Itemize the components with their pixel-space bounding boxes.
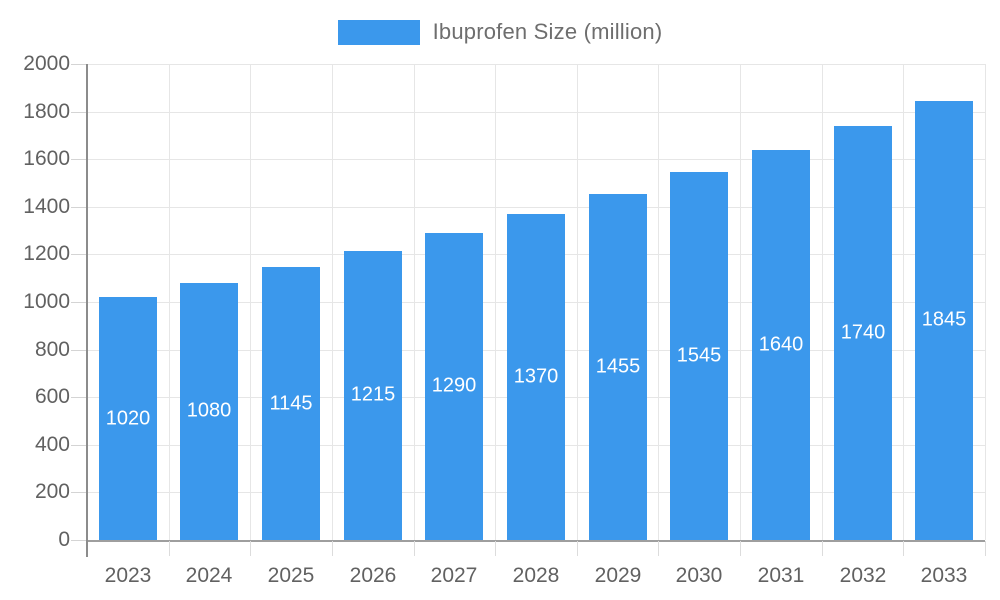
bar-value-label: 1740 (840, 321, 886, 344)
x-axis-category-label: 2026 (349, 564, 397, 587)
x-axis-category-label: 2023 (104, 564, 152, 587)
y-gridline (87, 159, 985, 160)
y-axis-tick-label: 1200 (23, 242, 70, 265)
bar-value-label: 1370 (513, 365, 559, 388)
y-axis-tick (71, 302, 87, 303)
y-axis-tick-label: 200 (34, 480, 70, 503)
chart-legend: Ibuprofen Size (million) (0, 19, 1000, 45)
legend-series-label: Ibuprofen Size (million) (432, 19, 663, 44)
bar-value-label: 1215 (350, 383, 396, 406)
y-axis-line (86, 64, 88, 557)
x-axis-tick (658, 541, 659, 556)
x-axis-tick (332, 541, 333, 556)
y-axis-tick-label: 1000 (23, 290, 70, 313)
y-axis-tick (71, 492, 87, 493)
y-axis-tick-label: 0 (58, 528, 70, 551)
bar-value-label: 1640 (758, 333, 804, 356)
x-axis-baseline (87, 540, 985, 542)
y-axis-tick-label: 400 (34, 433, 70, 456)
bar[interactable] (915, 101, 973, 540)
x-axis-tick (414, 541, 415, 556)
x-gridline (169, 64, 170, 540)
y-axis-tick (71, 540, 87, 541)
x-gridline (822, 64, 823, 540)
bar-value-label: 1080 (186, 399, 232, 422)
bar[interactable] (752, 150, 810, 540)
bar-value-label: 1020 (105, 407, 151, 430)
x-gridline (985, 64, 986, 540)
y-axis-tick-label: 1800 (23, 100, 70, 123)
y-gridline (87, 64, 985, 65)
x-axis-category-label: 2029 (594, 564, 642, 587)
y-axis-tick (71, 445, 87, 446)
x-axis-category-label: 2027 (430, 564, 478, 587)
bar[interactable] (262, 267, 320, 540)
y-axis-tick (71, 112, 87, 113)
x-axis-tick (822, 541, 823, 556)
bar[interactable] (344, 251, 402, 540)
y-axis-tick-label: 1400 (23, 195, 70, 218)
y-axis-tick (71, 159, 87, 160)
x-gridline (414, 64, 415, 540)
x-gridline (577, 64, 578, 540)
bar[interactable] (99, 297, 157, 540)
x-gridline (740, 64, 741, 540)
x-axis-tick (169, 541, 170, 556)
x-gridline (903, 64, 904, 540)
x-gridline (332, 64, 333, 540)
x-gridline (250, 64, 251, 540)
x-axis-category-label: 2025 (267, 564, 315, 587)
y-axis-tick (71, 207, 87, 208)
x-axis-category-label: 2024 (185, 564, 233, 587)
x-axis-tick (740, 541, 741, 556)
y-gridline (87, 112, 985, 113)
x-axis-category-label: 2033 (920, 564, 968, 587)
legend-series-swatch-icon (337, 19, 420, 45)
y-axis-tick-label: 800 (34, 338, 70, 361)
x-gridline (495, 64, 496, 540)
y-axis-tick (71, 350, 87, 351)
y-gridline (87, 207, 985, 208)
x-axis-tick (577, 541, 578, 556)
bar-value-label: 1145 (269, 392, 313, 415)
bar[interactable] (670, 172, 728, 540)
y-axis-tick (71, 397, 87, 398)
x-axis-category-label: 2032 (839, 564, 887, 587)
bar[interactable] (425, 233, 483, 540)
bar[interactable] (589, 194, 647, 540)
x-axis-tick (250, 541, 251, 556)
bar[interactable] (507, 214, 565, 540)
x-axis-category-label: 2028 (512, 564, 560, 587)
bar[interactable] (834, 126, 892, 540)
x-axis-category-label: 2031 (757, 564, 805, 587)
bar-value-label: 1290 (431, 374, 477, 397)
x-axis-tick (495, 541, 496, 556)
x-gridline (658, 64, 659, 540)
bar[interactable] (180, 283, 238, 540)
x-axis-tick (903, 541, 904, 556)
x-axis-category-label: 2030 (675, 564, 723, 587)
x-axis-tick (985, 541, 986, 556)
y-axis-tick-label: 600 (34, 385, 70, 408)
y-axis-tick-label: 1600 (23, 147, 70, 170)
bar-value-label: 1545 (676, 344, 722, 367)
bar-value-label: 1845 (921, 308, 967, 331)
y-axis-tick (71, 254, 87, 255)
bar-value-label: 1455 (595, 355, 641, 378)
y-axis-tick (71, 64, 87, 65)
y-axis-tick-label: 2000 (23, 52, 70, 75)
